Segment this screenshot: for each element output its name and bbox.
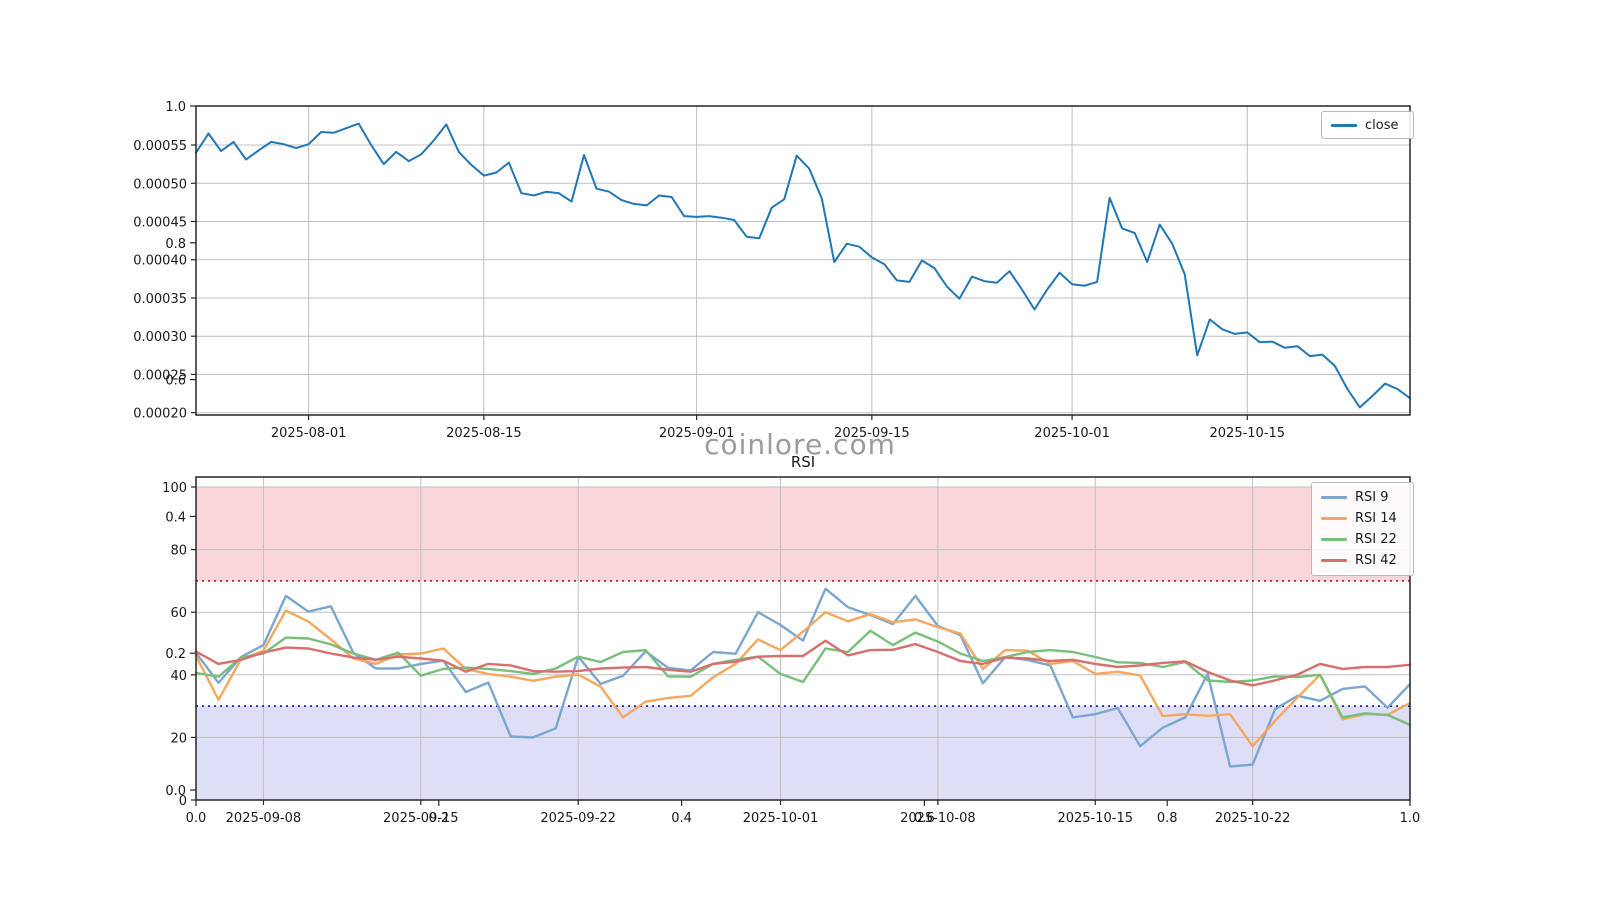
axes-frame [195, 476, 1411, 801]
legend-label-rsi14: RSI 14 [1355, 511, 1397, 526]
ytick-label: 20 [170, 731, 187, 746]
bg-ytick-label: 0.8 [165, 237, 186, 252]
rsi-panel-title: RSI [790, 453, 816, 471]
rsi22-line-sample [1321, 538, 1347, 541]
legend-close: close [1321, 111, 1414, 139]
legend-row-rsi14: RSI 14 [1321, 508, 1413, 529]
ytick-label: 100 [162, 481, 187, 496]
ytick-label: 0.00050 [133, 177, 187, 192]
rsi42-line-sample [1321, 559, 1347, 562]
ytick-label: 0.00030 [133, 330, 187, 345]
axes-frame [195, 105, 1411, 416]
series-rsi-9 [194, 587, 1412, 768]
bg-ytick-label: 1.0 [165, 100, 186, 115]
xtick-label: 2025-10-15 [1057, 811, 1133, 826]
legend-row-rsi9: RSI 9 [1321, 487, 1413, 508]
price-panel: 0.00055 0.00050 0.00045 0.00040 0.00035 0.000… [133, 105, 1411, 441]
ytick-label: 0.00020 [133, 407, 187, 422]
xtick-label: 2025-09-15 [383, 811, 459, 826]
legend-label-rsi22: RSI 22 [1355, 532, 1397, 547]
rsi-panel: 0 20 40 60 80 100 2025-09-08 2025-09-15 2025-09-… [162, 476, 1412, 826]
xtick-label: 2025-08-01 [271, 426, 347, 441]
xtick-label: 2025-09-15 [834, 426, 910, 441]
series-rsi-22 [194, 629, 1412, 727]
band [196, 706, 1410, 800]
bg-ytick-label: 0.0 [165, 784, 186, 799]
ytick-label: 0.00035 [133, 292, 187, 307]
bg-xtick-label: 0.6 [914, 811, 935, 826]
bg-xtick-label: 0.0 [186, 811, 207, 826]
bg-ytick-label: 0.4 [165, 510, 186, 525]
xtick-label: 2025-10-15 [1210, 426, 1286, 441]
rsi9-line-sample [1321, 496, 1347, 499]
ytick-label: 0.00045 [133, 215, 187, 230]
close-line-sample [1331, 123, 1357, 127]
legend-label-rsi42: RSI 42 [1355, 553, 1397, 568]
bg-xtick-label: 0.2 [428, 811, 449, 826]
background-axes: 0.0 0.2 0.4 0.6 0.8 1.0 0.0 0.2 0.4 0.6 0.8 1.0 [165, 100, 1420, 826]
xtick-label: 2025-10-01 [743, 811, 819, 826]
bg-ytick-label: 0.6 [165, 374, 186, 389]
bg-xtick-label: 0.4 [671, 811, 692, 826]
xtick-label: 2025-08-15 [446, 426, 522, 441]
ytick-label: 0.00025 [133, 368, 187, 383]
ytick-label: 80 [170, 544, 187, 559]
legend-label-close: close [1365, 117, 1399, 133]
xtick-label: 2025-10-22 [1215, 811, 1291, 826]
legend-row-rsi42: RSI 42 [1321, 550, 1413, 571]
ytick-label: 0.00055 [133, 139, 187, 154]
bg-xtick-label: 1.0 [1400, 811, 1421, 826]
ytick-label: 0 [179, 794, 187, 809]
series-rsi-42 [194, 639, 1412, 687]
series-rsi-14 [194, 609, 1412, 748]
ytick-label: 40 [170, 669, 187, 684]
series-close [195, 122, 1411, 409]
legend-row-rsi22: RSI 22 [1321, 529, 1413, 550]
xtick-label: 2025-09-01 [659, 426, 735, 441]
band [196, 487, 1410, 581]
bg-xtick-label: 0.8 [1157, 811, 1178, 826]
xtick-label: 2025-10-01 [1034, 426, 1110, 441]
bg-ytick-label: 0.2 [165, 647, 186, 662]
ytick-label: 60 [170, 606, 187, 621]
xtick-label: 2025-10-08 [900, 811, 976, 826]
xtick-label: 2025-09-22 [540, 811, 616, 826]
legend-label-rsi9: RSI 9 [1355, 490, 1389, 505]
rsi14-line-sample [1321, 517, 1347, 520]
ytick-label: 0.00040 [133, 254, 187, 269]
xtick-label: 2025-09-08 [226, 811, 302, 826]
legend-rsi: RSI 9 RSI 14 RSI 22 RSI 42 [1311, 482, 1414, 576]
